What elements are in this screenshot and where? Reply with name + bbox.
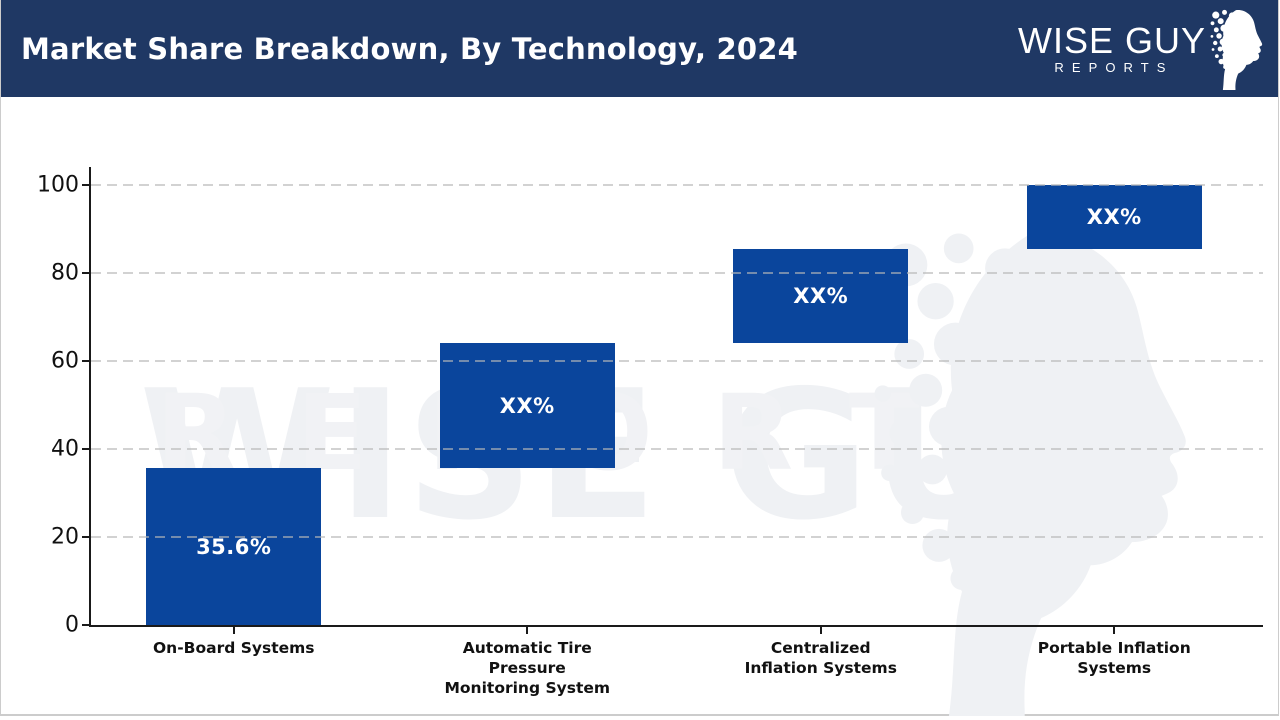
bar-segment: XX% (1026, 184, 1202, 249)
x-axis-category-label: Portable Inflation Systems (964, 638, 1264, 678)
category-label-line: Pressure (488, 659, 566, 677)
y-axis-tick-label: 20 (51, 524, 79, 550)
wiseguy-logo: WISE GUY REPORTS (1018, 8, 1264, 90)
x-axis-category-label: Centralized Inflation Systems (671, 638, 971, 678)
x-axis-category-label: On-Board Systems (84, 638, 384, 658)
x-axis-tick-mark (1113, 625, 1116, 634)
logo-wordmark: WISE GUY (1017, 20, 1206, 61)
category-label-line: Centralized (770, 639, 871, 657)
y-axis-tick-label: 0 (65, 612, 79, 638)
bar-segment: XX% (733, 248, 909, 344)
gridline (91, 271, 1263, 274)
bar-value-label: 35.6% (196, 534, 272, 559)
y-axis-tick-mark (82, 624, 91, 626)
logo-text: WISE GUY REPORTS (1017, 20, 1206, 76)
y-axis-tick-mark (82, 447, 91, 450)
gridline (91, 183, 1263, 186)
category-label-line: Automatic Tire (462, 639, 592, 657)
y-axis-tick-label: 40 (51, 436, 79, 462)
x-axis-tick-mark (232, 625, 235, 634)
logo-subtitle: REPORTS (1054, 60, 1174, 75)
category-label-line: Portable Inflation (1037, 639, 1191, 657)
bar-segment: XX% (439, 343, 615, 469)
bar-value-label: XX% (1086, 204, 1142, 229)
y-axis-tick-label: 60 (51, 348, 79, 374)
header: Market Share Breakdown, By Technology, 2… (1, 0, 1278, 97)
y-axis-tick-label: 80 (51, 260, 79, 286)
x-axis-tick-mark (526, 625, 529, 634)
x-axis-tick-mark (819, 625, 822, 634)
gridline (91, 535, 1263, 538)
logo-face-icon (1208, 8, 1264, 90)
y-axis-tick-label: 100 (37, 172, 79, 198)
y-axis-tick-mark (82, 271, 91, 274)
waterfall-chart: 35.6% XX% XX% XX% 0 20 40 60 80 100 On-Board Syste… (37, 167, 1263, 697)
bar-segment: 35.6% (146, 468, 322, 625)
page-title: Market Share Breakdown, By Technology, 2… (21, 31, 799, 66)
category-label-line: Systems (1077, 659, 1152, 677)
category-label-line: On-Board Systems (153, 639, 315, 657)
y-axis-tick-mark (82, 183, 91, 186)
bar-value-label: XX% (499, 393, 555, 418)
y-axis-tick-mark (82, 535, 91, 538)
category-label-line: Inflation Systems (744, 659, 897, 677)
x-axis-category-label: Automatic Tire Pressure Monitoring System (377, 638, 677, 698)
bar-value-label: XX% (793, 283, 849, 308)
gridline (91, 359, 1263, 362)
y-axis-tick-mark (82, 359, 91, 362)
category-label-line: Monitoring System (444, 679, 611, 697)
gridline (91, 447, 1263, 450)
